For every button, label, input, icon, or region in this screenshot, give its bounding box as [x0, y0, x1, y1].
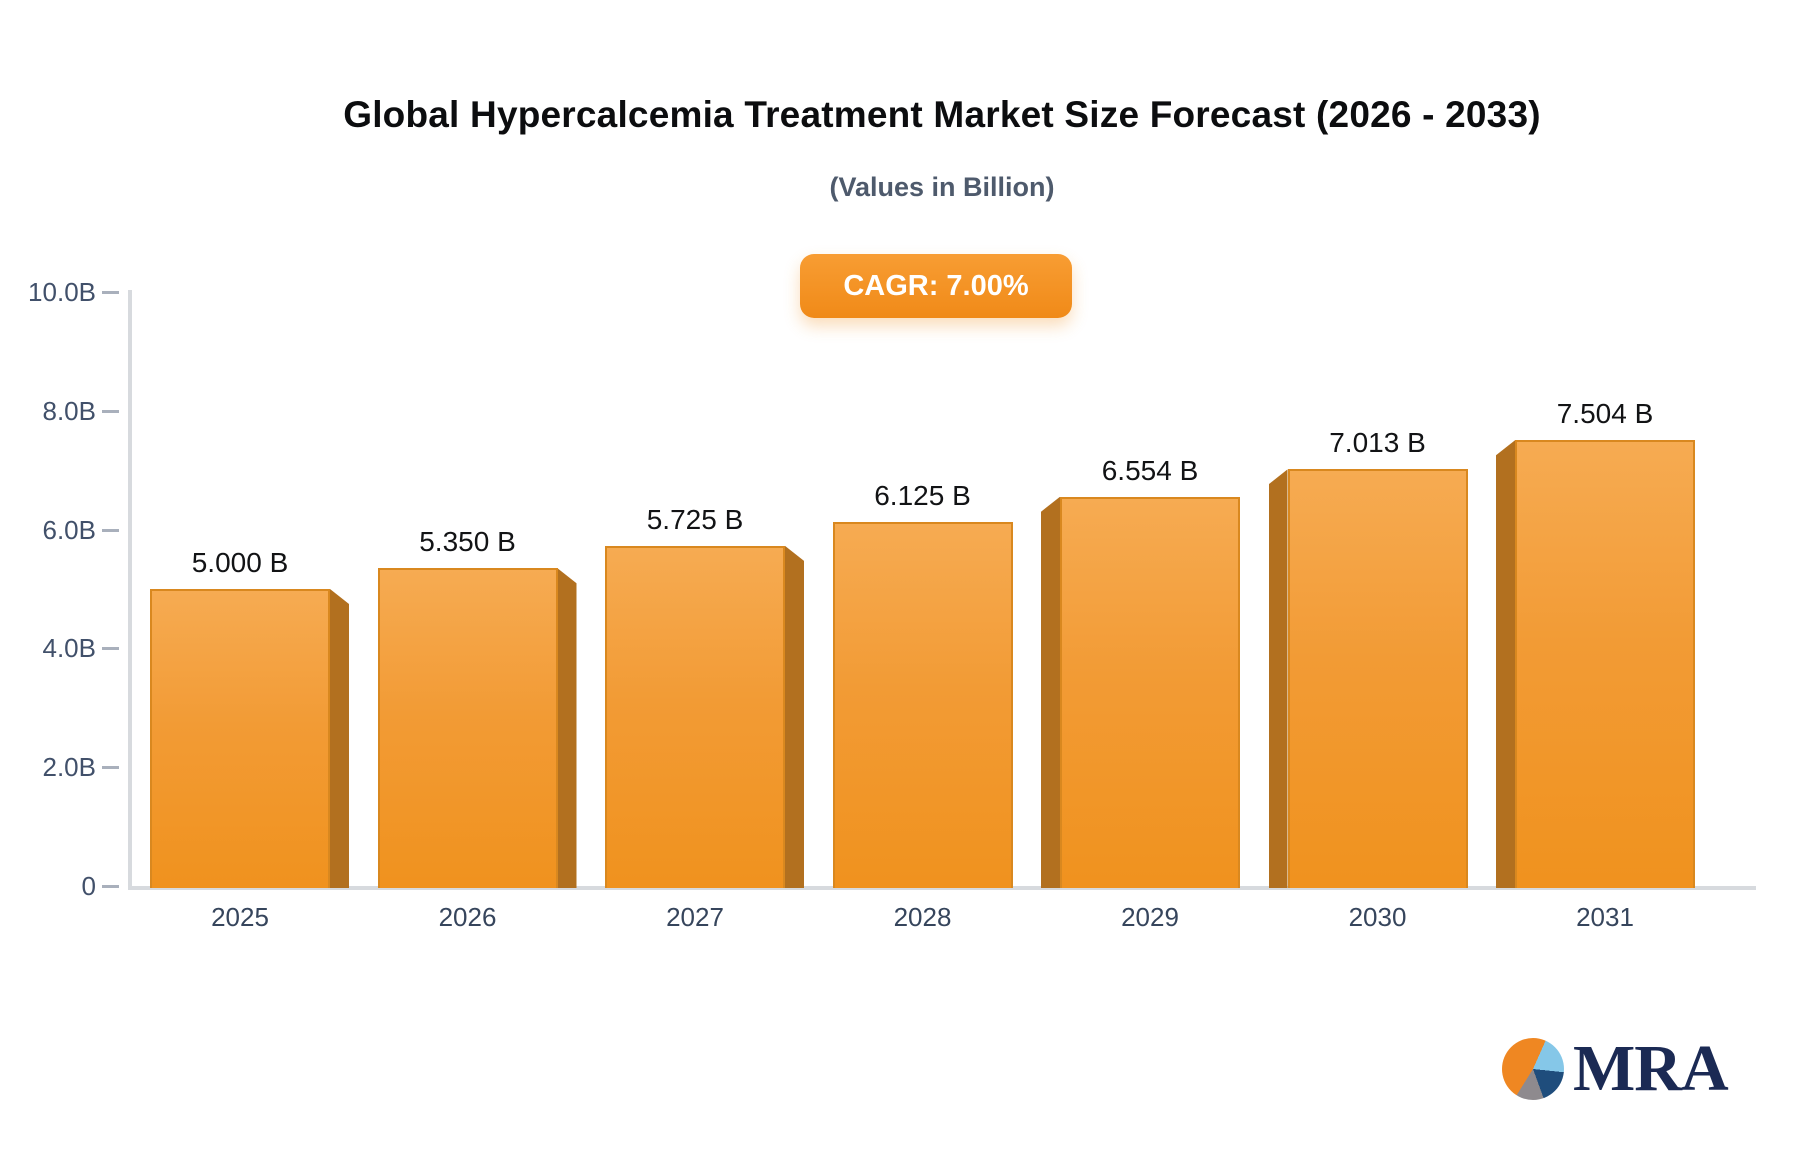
bar-value-label: 5.000 B	[191, 547, 289, 578]
bar-side-3d	[1041, 496, 1060, 888]
cagr-badge: CAGR: 7.00%	[800, 254, 1072, 318]
bar-2026[interactable]	[377, 568, 558, 888]
x-tick-label: 2027	[666, 902, 724, 932]
bar-side-3d	[1268, 469, 1288, 888]
y-tick-label: 0	[81, 871, 96, 901]
bar-value-label: 5.350 B	[419, 526, 516, 558]
bar-value-label: 5.725 B	[646, 503, 744, 535]
y-tick-mark	[102, 885, 119, 888]
y-tick-label: 6.0B	[42, 514, 97, 545]
bar-2025[interactable]	[150, 589, 330, 888]
bar-2031[interactable]	[1515, 440, 1695, 888]
x-tick-label: 2028	[893, 902, 952, 932]
logo-text: MRA	[1573, 1032, 1729, 1105]
y-tick-label: 2.0B	[42, 752, 97, 783]
bar-2027[interactable]	[605, 545, 785, 888]
bar-2029[interactable]	[1060, 496, 1240, 888]
bar-side-3d	[557, 568, 577, 888]
y-tick-label: 4.0B	[42, 633, 97, 664]
x-tick-label: 2029	[1121, 902, 1179, 932]
bar-value-label: 7.504 B	[1556, 398, 1654, 430]
y-tick-mark	[102, 291, 119, 294]
bar-2030[interactable]	[1287, 469, 1468, 888]
x-tick-label: 2031	[1576, 902, 1634, 932]
bar-side-3d	[785, 545, 804, 888]
page-subtitle: (Values in Billion)	[829, 172, 1055, 202]
y-tick-mark	[102, 647, 119, 651]
bar-value-label: 6.125 B	[874, 480, 971, 512]
x-axis-baseline	[128, 886, 1756, 890]
y-tick-mark	[102, 528, 119, 532]
x-tick-label: 2030	[1348, 902, 1407, 932]
y-tick-label: 10.0B	[28, 277, 96, 307]
bar-side-3d	[330, 589, 349, 888]
y-tick-mark	[102, 409, 119, 413]
y-tick-mark	[102, 766, 119, 770]
x-tick-label: 2026	[438, 902, 497, 932]
x-tick-label: 2025	[211, 902, 269, 932]
page-title: Global Hypercalcemia Treatment Market Si…	[343, 94, 1541, 135]
bar-value-label: 7.013 B	[1329, 427, 1426, 459]
pie-chart-logo-icon	[1502, 1038, 1564, 1100]
bar-value-label: 6.554 B	[1101, 454, 1199, 486]
y-axis-line	[128, 290, 132, 888]
bar-2028[interactable]	[832, 522, 1013, 888]
brand-logo: MRA	[1502, 1032, 1729, 1105]
bar-side-3d	[1496, 440, 1515, 888]
y-tick-label: 8.0B	[42, 395, 97, 426]
